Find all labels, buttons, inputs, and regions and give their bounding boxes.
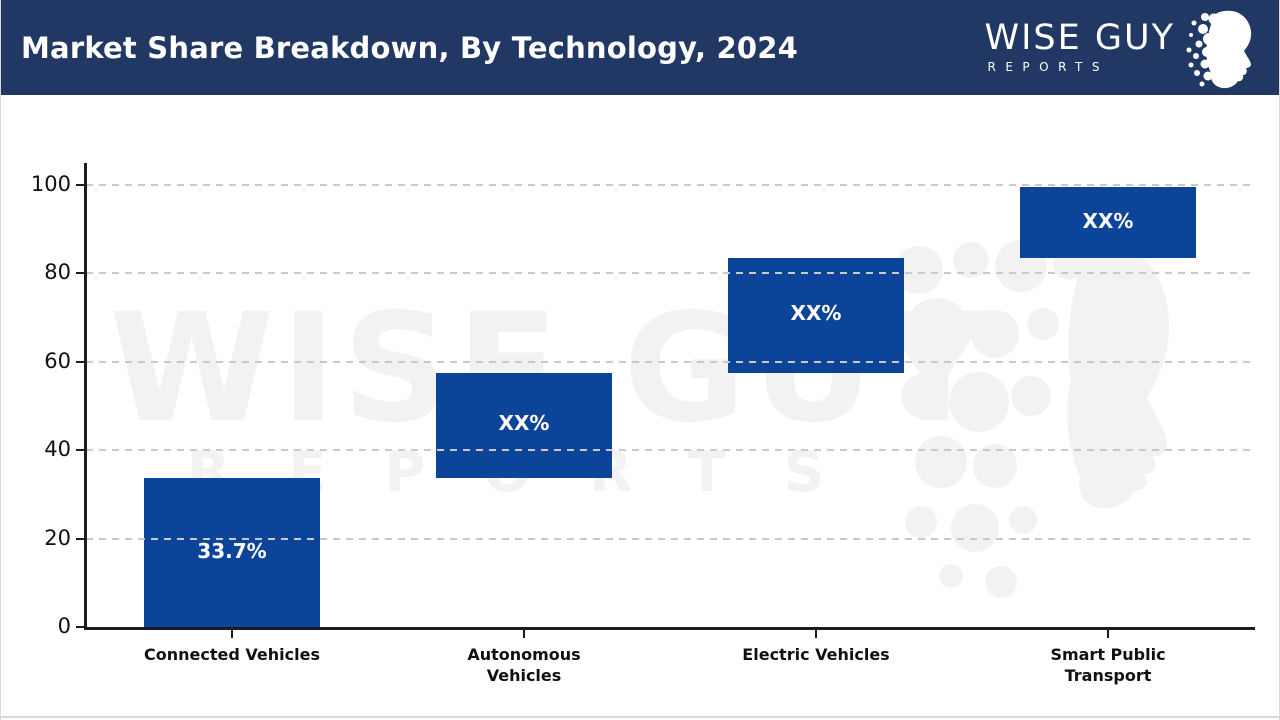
- bar-value-label-connected-vehicles: 33.7%: [197, 538, 267, 563]
- y-tick-label-100: 100: [30, 172, 71, 197]
- y-tick-label-0: 0: [57, 614, 71, 638]
- gridline-100: [86, 184, 1254, 187]
- bar-electric-vehicles: XX%: [728, 258, 904, 373]
- x-tick-mark-connected-vehicles: [231, 630, 233, 638]
- x-tick-mark-smart-public-transport: [1107, 630, 1109, 638]
- y-tick-label-40: 40: [44, 437, 71, 462]
- x-category-label-autonomous-vehicles: Autonomous Vehicles: [467, 645, 581, 685]
- gridline-80: [86, 272, 1254, 275]
- bar-value-label-autonomous-vehicles: XX%: [498, 411, 550, 436]
- x-category-label-smart-public-transport: Smart Public Transport: [1050, 645, 1166, 685]
- logo-name-text: WISE GUY: [984, 18, 1175, 58]
- y-tick-label-20: 20: [44, 525, 71, 550]
- logo-sub-text: REPORTS: [987, 60, 1109, 74]
- bar-connected-vehicles: 33.7%: [144, 478, 320, 627]
- bar-value-label-smart-public-transport: XX%: [1082, 208, 1134, 233]
- gridline-40: [86, 449, 1254, 452]
- bar-value-label-electric-vehicles: XX%: [790, 301, 842, 326]
- y-tick-mark-40: [76, 449, 85, 452]
- header-bar: Market Share Breakdown, By Technology, 2…: [1, 0, 1279, 95]
- x-tick-mark-electric-vehicles: [815, 630, 817, 638]
- wiseguy-logo: WISE GUY REPORTS: [984, 6, 1255, 90]
- page-title: Market Share Breakdown, By Technology, 2…: [21, 30, 799, 65]
- plot-area: 0 20 40 60 80 100 33.7% Connected Vehicles XX% Au…: [1, 95, 1279, 720]
- y-tick-label-80: 80: [44, 260, 71, 285]
- y-tick-mark-80: [76, 272, 85, 275]
- x-category-label-connected-vehicles: Connected Vehicles: [144, 645, 320, 664]
- y-tick-mark-20: [76, 537, 85, 540]
- logo-head-icon: [1186, 10, 1252, 88]
- bottom-border-line: [1, 716, 1279, 718]
- x-tick-mark-autonomous-vehicles: [523, 630, 525, 638]
- gridline-20: [86, 537, 1254, 540]
- bar-smart-public-transport: XX%: [1020, 187, 1196, 258]
- y-tick-mark-100: [76, 184, 85, 187]
- x-axis-line: [84, 627, 1255, 630]
- bar-autonomous-vehicles: XX%: [436, 372, 612, 479]
- x-category-label-electric-vehicles: Electric Vehicles: [742, 645, 890, 664]
- y-tick-label-60: 60: [44, 348, 71, 373]
- y-tick-mark-0: [76, 626, 85, 628]
- y-axis-line: [84, 163, 87, 630]
- logo-wordmark: WISE GUY REPORTS: [984, 18, 1175, 75]
- gridline-60: [86, 360, 1254, 363]
- y-tick-mark-60: [76, 360, 85, 363]
